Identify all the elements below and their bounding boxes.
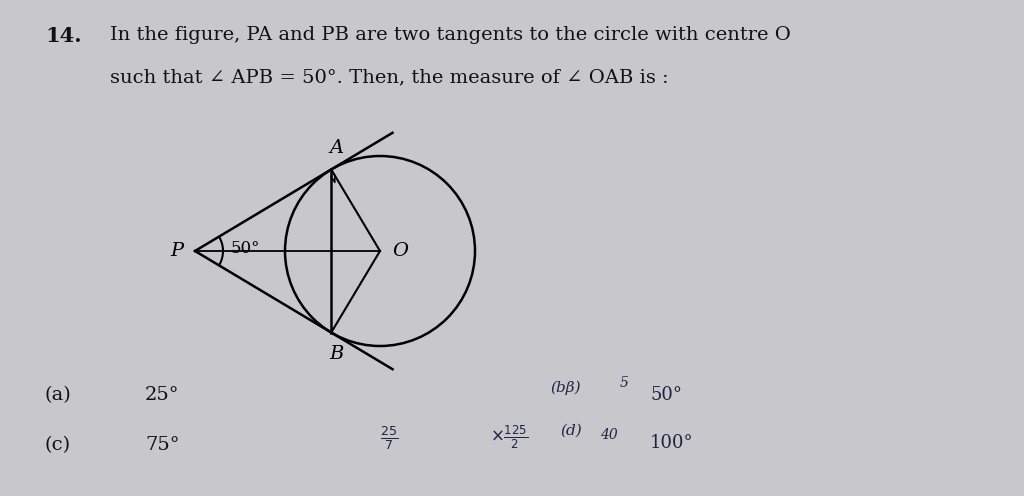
Text: (bβ): (bβ) bbox=[550, 381, 581, 395]
Text: $\frac{25}{7}$: $\frac{25}{7}$ bbox=[380, 424, 398, 452]
Text: P: P bbox=[170, 242, 183, 260]
Text: 50°: 50° bbox=[231, 241, 260, 257]
Text: $\times\frac{125}{2}$: $\times\frac{125}{2}$ bbox=[490, 424, 528, 451]
Text: B: B bbox=[329, 345, 343, 363]
Text: 14.: 14. bbox=[45, 26, 82, 46]
Text: (d): (d) bbox=[560, 424, 582, 438]
Text: 75°: 75° bbox=[145, 436, 179, 454]
Text: In the figure, PA and PB are two tangents to the circle with centre O: In the figure, PA and PB are two tangent… bbox=[110, 26, 791, 44]
Text: A: A bbox=[329, 139, 343, 158]
Text: (a): (a) bbox=[45, 386, 72, 404]
Text: O: O bbox=[392, 242, 408, 260]
Text: (c): (c) bbox=[45, 436, 71, 454]
Text: such that ∠ APB = 50°. Then, the measure of ∠ OAB is :: such that ∠ APB = 50°. Then, the measure… bbox=[110, 68, 669, 86]
Text: 50°: 50° bbox=[650, 386, 682, 404]
Text: 40: 40 bbox=[600, 428, 617, 442]
Text: 25°: 25° bbox=[145, 386, 179, 404]
Text: 5: 5 bbox=[620, 376, 629, 390]
Text: 100°: 100° bbox=[650, 434, 693, 452]
